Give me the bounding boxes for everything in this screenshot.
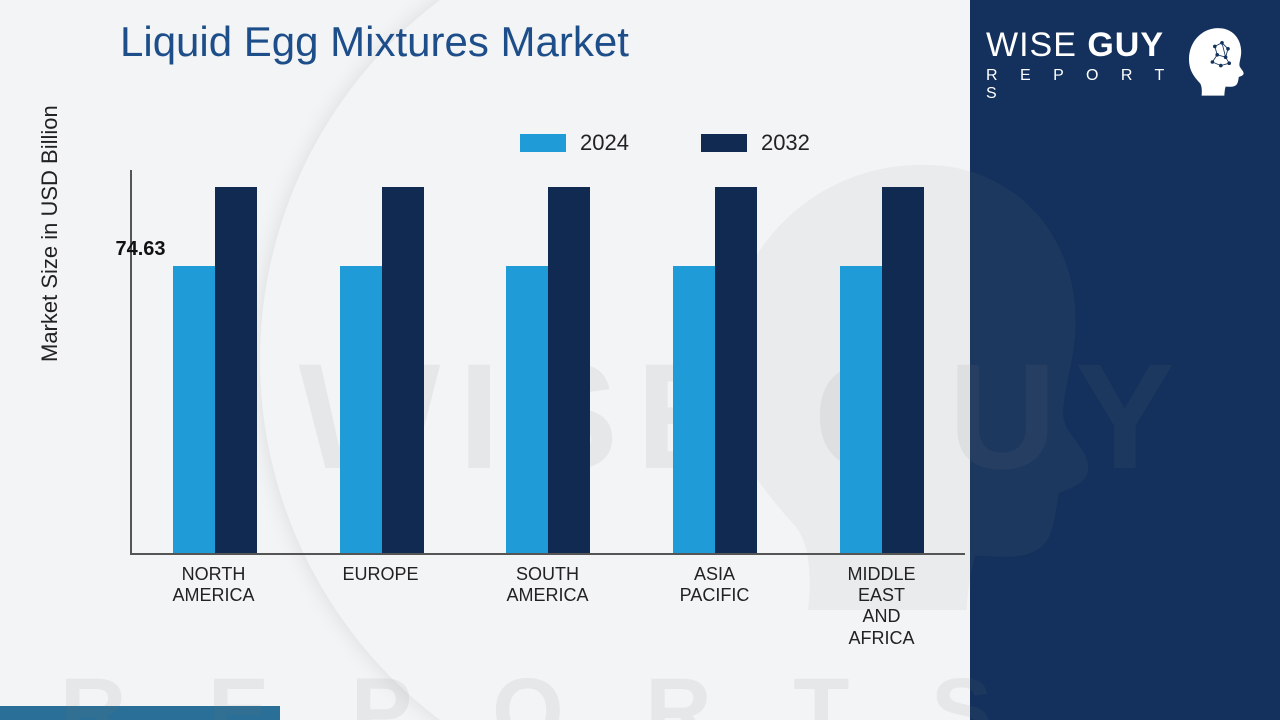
- bar: [173, 266, 215, 553]
- x-axis-label: MIDDLE EAST AND AFRICA: [798, 558, 965, 649]
- bar-group: 74.63: [132, 170, 299, 553]
- bar-group: [632, 170, 799, 553]
- bar: [340, 266, 382, 553]
- brand-word-guy: GUY: [1087, 26, 1164, 64]
- legend-label-2024: 2024: [580, 130, 629, 156]
- bar-group: [299, 170, 466, 553]
- brand-word-wise: WISE: [986, 26, 1077, 64]
- brand-head-icon: [1186, 26, 1246, 98]
- legend: 2024 2032: [520, 130, 810, 156]
- legend-item-2032: 2032: [701, 130, 810, 156]
- x-axis-label: SOUTH AMERICA: [464, 558, 631, 649]
- plot-area: 74.63: [130, 170, 965, 555]
- chart-title: Liquid Egg Mixtures Market: [120, 18, 629, 66]
- brand-line1: WISE GUY: [986, 26, 1164, 65]
- bar: [215, 187, 257, 553]
- bar: [840, 266, 882, 553]
- legend-swatch-2024: [520, 134, 566, 152]
- page: WISE GUY R E P O R T S WISE GUY R E P O …: [0, 0, 1280, 720]
- bar-group: [465, 170, 632, 553]
- bar: [382, 187, 424, 553]
- bar-groups: 74.63: [132, 170, 965, 553]
- x-axis-label: ASIA PACIFIC: [631, 558, 798, 649]
- bar-group: [798, 170, 965, 553]
- y-axis-label: Market Size in USD Billion: [37, 105, 63, 362]
- legend-item-2024: 2024: [520, 130, 629, 156]
- bottom-accent-bar: [0, 706, 280, 720]
- x-axis-label: EUROPE: [297, 558, 464, 649]
- brand-line2: R E P O R T S: [986, 67, 1180, 103]
- legend-swatch-2032: [701, 134, 747, 152]
- value-label: 74.63: [116, 238, 166, 261]
- x-axis-label: NORTH AMERICA: [130, 558, 297, 649]
- chart: Market Size in USD Billion 74.63 NORTH A…: [95, 170, 965, 570]
- bar: [673, 266, 715, 553]
- legend-label-2032: 2032: [761, 130, 810, 156]
- brand-text: WISE GUY R E P O R T S: [986, 26, 1180, 103]
- bar: [882, 187, 924, 553]
- x-axis-labels: NORTH AMERICAEUROPESOUTH AMERICAASIA PAC…: [130, 558, 965, 649]
- bar: [506, 266, 548, 553]
- brand-logo: WISE GUY R E P O R T S: [986, 26, 1246, 116]
- bar: [548, 187, 590, 553]
- bar: [715, 187, 757, 553]
